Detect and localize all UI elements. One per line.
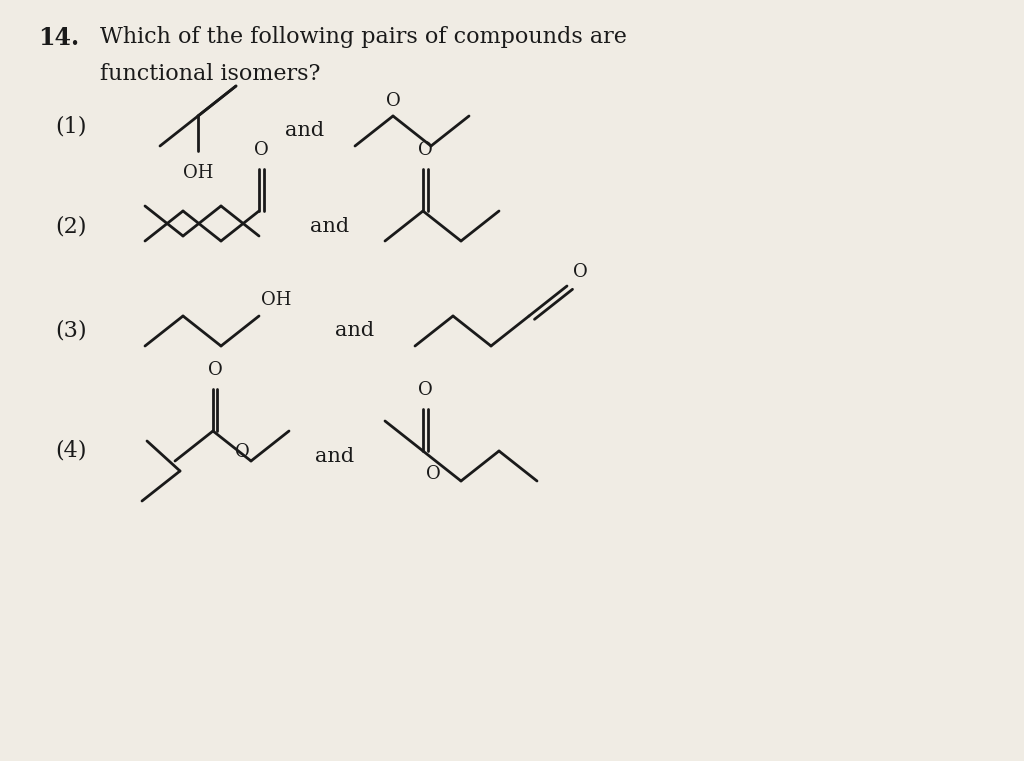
Text: O: O [426, 465, 441, 483]
Text: O: O [208, 361, 222, 379]
Text: functional isomers?: functional isomers? [100, 63, 321, 85]
Text: O: O [234, 443, 250, 461]
Text: and: and [336, 321, 375, 340]
Text: (3): (3) [55, 320, 87, 342]
Text: O: O [418, 141, 432, 159]
Text: O: O [418, 381, 432, 399]
Text: O: O [573, 263, 588, 281]
Text: (4): (4) [55, 440, 86, 462]
Text: and: and [286, 122, 325, 141]
Text: O: O [254, 141, 268, 159]
Text: OH: OH [183, 164, 213, 182]
Text: O: O [386, 92, 400, 110]
Text: OH: OH [261, 291, 292, 309]
Text: (2): (2) [55, 215, 86, 237]
Text: Which of the following pairs of compounds are: Which of the following pairs of compound… [100, 26, 627, 48]
Text: and: and [310, 216, 349, 235]
Text: 14.: 14. [38, 26, 79, 50]
Text: (1): (1) [55, 115, 86, 137]
Text: and: and [315, 447, 354, 466]
